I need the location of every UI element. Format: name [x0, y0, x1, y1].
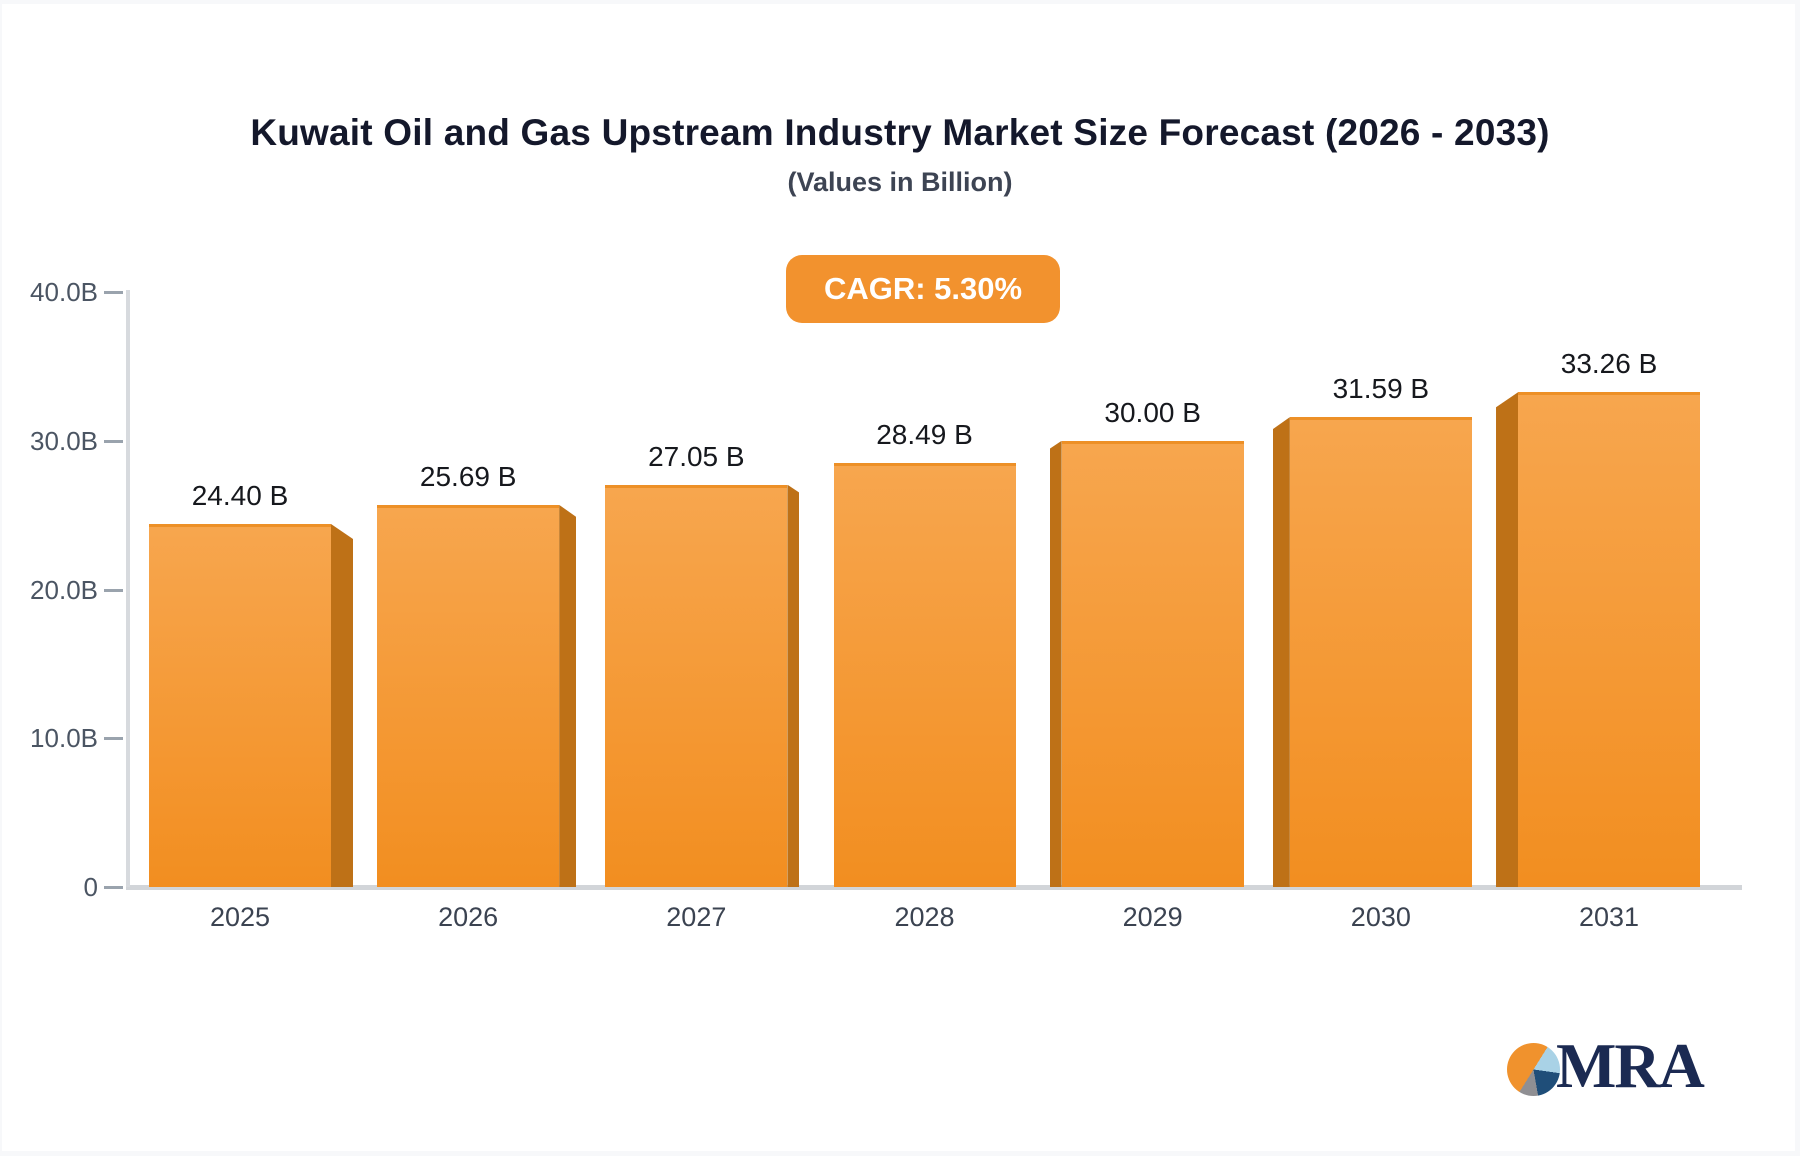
bar-value-label-2027: 27.05 B: [648, 440, 745, 472]
y-tick-mark-30: [104, 439, 123, 443]
y-tick-mark-20: [104, 588, 123, 592]
bar-side-face-2027: [787, 484, 800, 887]
bar-value-label-2026: 25.69 B: [419, 460, 517, 492]
bar-2026[interactable]: [377, 504, 560, 887]
bar-value-label-2029: 30.00 B: [1104, 396, 1201, 428]
x-axis-label-2025: 2025: [209, 902, 271, 932]
bar-2025[interactable]: [149, 524, 331, 887]
bar-value-label-2025: 24.40 B: [191, 480, 289, 512]
chart-subtitle: (Values in Billion): [787, 167, 1013, 197]
bar-2029[interactable]: [1061, 440, 1244, 887]
y-tick-label-0: 0: [83, 872, 98, 902]
cagr-badge: CAGR: 5.30%: [786, 255, 1060, 323]
bar-value-label-2031: 33.26 B: [1560, 348, 1658, 380]
brand-logo: MRA: [1505, 1034, 1735, 1110]
y-axis-line: [126, 290, 130, 887]
x-axis-label-2029: 2029: [1122, 902, 1183, 932]
bar-side-face-2026: [559, 504, 577, 887]
bar-2030[interactable]: [1289, 417, 1472, 887]
bar-2031[interactable]: [1518, 392, 1701, 887]
y-tick-mark-0: [104, 886, 123, 889]
chart-title: Kuwait Oil and Gas Upstream Industry Mar…: [250, 112, 1550, 153]
bar-value-label-2028: 28.49 B: [876, 419, 973, 451]
y-tick-mark-10: [104, 737, 123, 741]
x-axis-label-2026: 2026: [438, 902, 499, 932]
bar-side-face-2031: [1496, 392, 1519, 887]
x-axis-label-2028: 2028: [894, 902, 955, 932]
x-axis-label-2031: 2031: [1578, 902, 1640, 932]
bar-value-label-2030: 31.59 B: [1332, 373, 1430, 405]
bar-2028[interactable]: [833, 463, 1016, 887]
y-tick-label-40: 40.0B: [30, 277, 98, 307]
bar-side-face-2025: [331, 524, 353, 887]
bar-side-face-2030: [1272, 417, 1290, 887]
x-axis-line: [126, 885, 1742, 890]
y-tick-mark-40: [104, 291, 123, 294]
x-axis-label-2027: 2027: [666, 902, 727, 932]
x-axis-label-2030: 2030: [1350, 902, 1411, 932]
pie-chart-icon: [1507, 1043, 1560, 1096]
y-tick-label-20: 20.0B: [30, 574, 98, 605]
cagr-badge-label: CAGR: 5.30%: [823, 271, 1023, 306]
bar-2027[interactable]: [605, 484, 788, 887]
logo-text: MRA: [1556, 1030, 1705, 1101]
y-tick-label-10: 10.0B: [30, 723, 98, 754]
y-tick-label-30: 30.0B: [30, 425, 98, 456]
bar-side-face-2029: [1049, 440, 1062, 887]
